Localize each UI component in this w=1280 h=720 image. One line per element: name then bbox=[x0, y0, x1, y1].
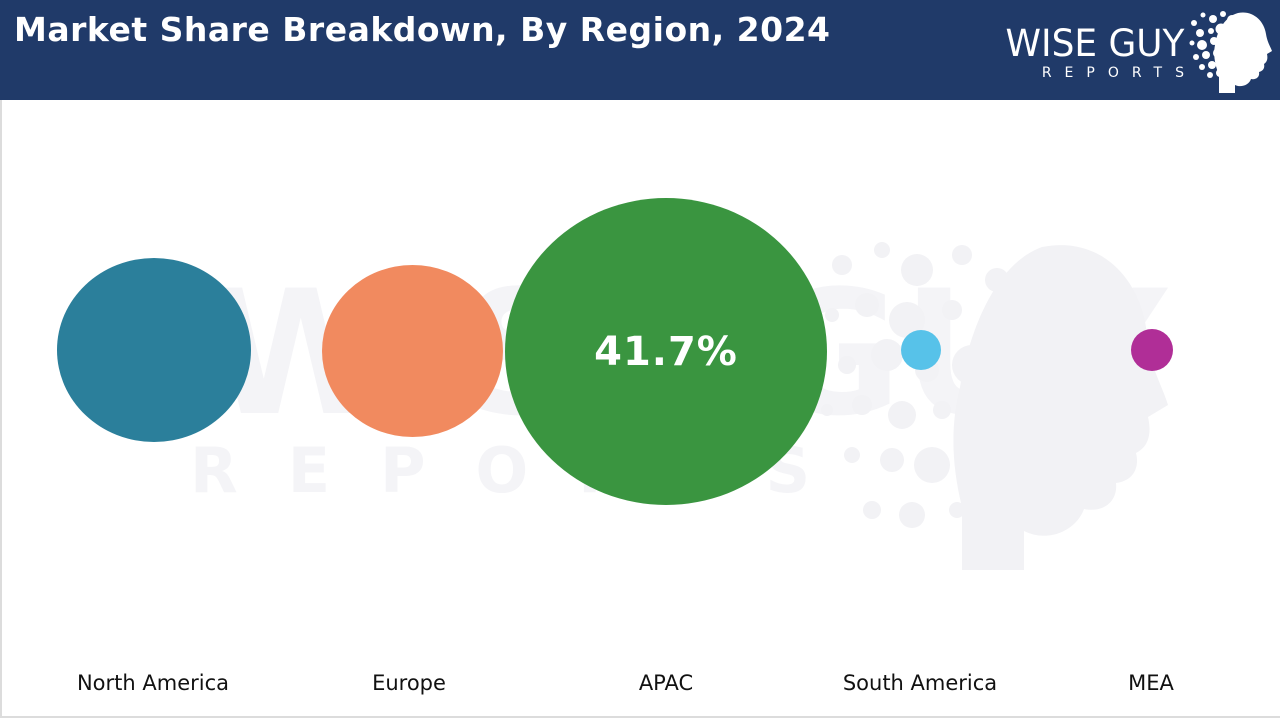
category-label-europe: Europe bbox=[372, 671, 446, 695]
page-title: Market Share Breakdown, By Region, 2024 bbox=[14, 10, 831, 49]
wiseguy-logo-text: WISE GUY REPORTS bbox=[1000, 22, 1184, 81]
wiseguy-logo: WISE GUY REPORTS bbox=[1000, 6, 1272, 94]
bubble-apac: 41.7% bbox=[505, 198, 827, 505]
bubble-south-america bbox=[901, 330, 941, 370]
bubble-europe bbox=[322, 265, 503, 437]
category-label-mea: MEA bbox=[1128, 671, 1174, 695]
category-label-north-america: North America bbox=[76, 671, 230, 695]
watermark-face-icon bbox=[821, 242, 1168, 570]
logo-wordmark: WISE GUY bbox=[1005, 22, 1184, 66]
category-label-apac: APAC bbox=[638, 671, 694, 695]
bubble-mea bbox=[1131, 329, 1173, 371]
wiseguy-face-icon bbox=[1189, 11, 1272, 93]
bubble-north-america bbox=[57, 258, 251, 442]
category-label-south-america: South America bbox=[842, 671, 998, 695]
bubble-apac-value-label: 41.7% bbox=[594, 328, 738, 375]
header: Market Share Breakdown, By Region, 2024 … bbox=[0, 0, 1280, 100]
logo-subtitle: REPORTS bbox=[1041, 64, 1197, 81]
